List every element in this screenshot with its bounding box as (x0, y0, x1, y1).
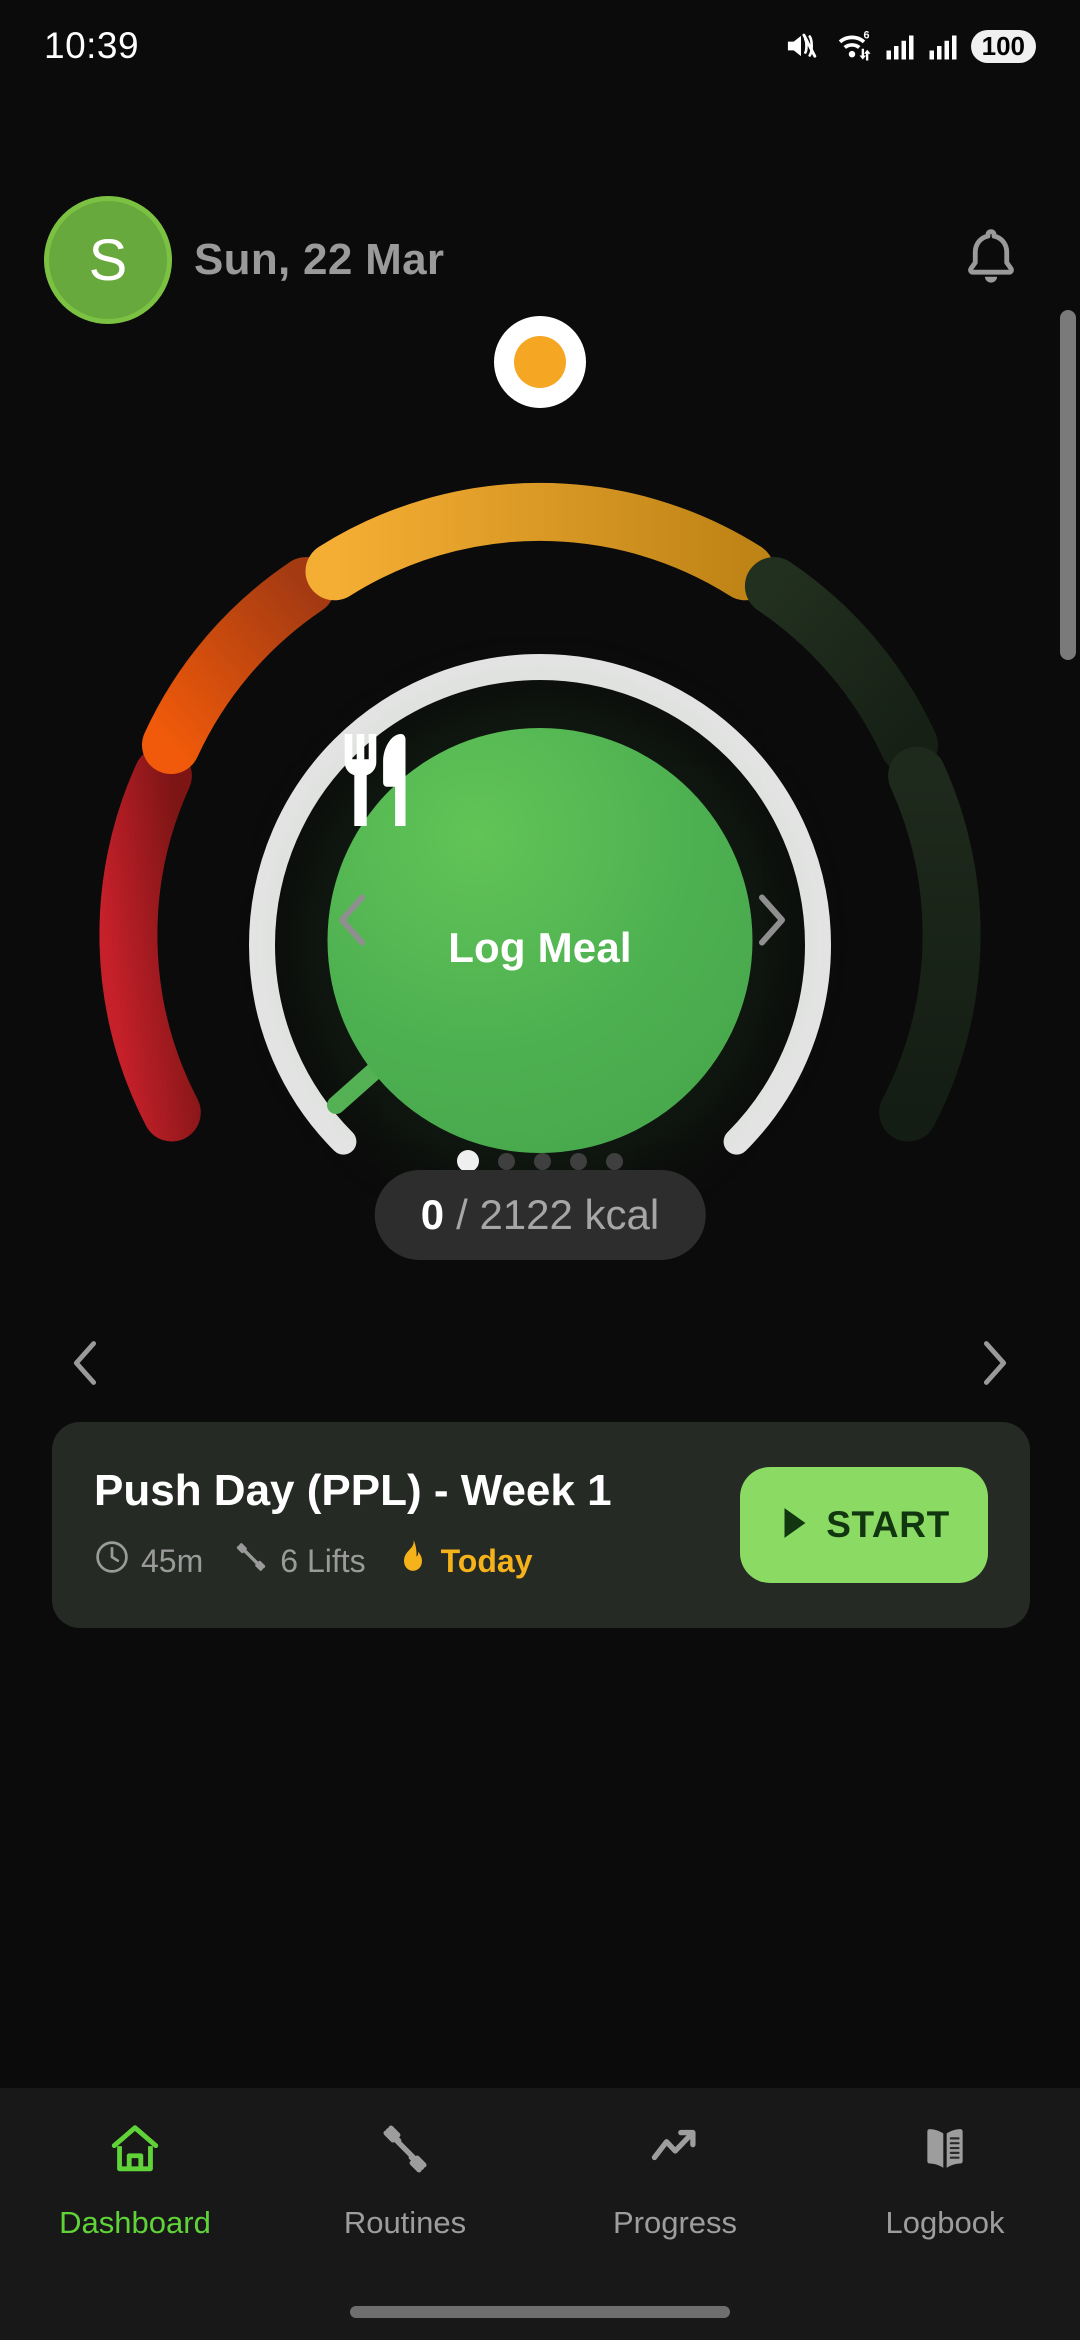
log-meal-button[interactable]: Log Meal (327, 728, 753, 1153)
signal-bars-2-icon (928, 31, 958, 61)
wifi-6-icon: 6 (832, 29, 872, 63)
scrollbar-thumb[interactable] (1060, 310, 1076, 660)
page-dot-1[interactable] (457, 1150, 479, 1172)
routine-lifts-label: 6 Lifts (280, 1542, 366, 1579)
calories-consumed: 0 (420, 1191, 445, 1238)
calorie-summary-pill[interactable]: 0 / 2122 kcal (374, 1170, 706, 1260)
routine-prev-button[interactable] (50, 1330, 120, 1400)
gauge-rings (99, 482, 981, 1155)
routine-schedule: Today (396, 1538, 533, 1584)
trending-up-icon (646, 2120, 704, 2183)
log-meal-label: Log Meal (448, 923, 632, 971)
gauge-page-dots[interactable] (457, 1150, 623, 1172)
chevron-left-icon (67, 1337, 103, 1394)
gauge-marker-dot[interactable] (494, 316, 586, 408)
routine-lifts: 6 Lifts (233, 1539, 366, 1583)
page-dot-3[interactable] (534, 1152, 551, 1170)
mute-icon (783, 30, 819, 62)
home-icon (106, 2120, 164, 2183)
calories-goal: / 2122 kcal (456, 1191, 660, 1238)
gauge-segment-deficit-low (142, 557, 336, 774)
routine-carousel-nav (0, 1330, 1080, 1400)
play-icon (778, 1504, 810, 1547)
page-dot-2[interactable] (498, 1152, 515, 1170)
routine-info: Push Day (PPL) - Week 1 45m (94, 1466, 740, 1584)
battery-icon: 100 (970, 29, 1036, 63)
nav-label-progress: Progress (612, 2205, 738, 2240)
avatar-initial: S (88, 227, 128, 293)
page-title: Sun, 22 Mar (194, 235, 445, 284)
calorie-gauge: Log Meal (40, 316, 1040, 1172)
svg-text:6: 6 (863, 30, 869, 42)
status-bar: 10:39 6 100 (0, 0, 1080, 92)
flame-icon (396, 1538, 430, 1584)
gauge-segment-target (305, 482, 775, 601)
gauge-progress-arc (249, 654, 831, 1155)
routine-duration: 45m (94, 1539, 203, 1583)
routine-meta: 45m 6 Lifts (94, 1538, 740, 1584)
page-scrollbar[interactable] (1060, 310, 1076, 660)
nav-label-routines: Routines (343, 2205, 467, 2240)
nav-item-routines[interactable]: Routines (270, 2120, 540, 2241)
routine-schedule-label: Today (440, 1542, 533, 1579)
nav-item-logbook[interactable]: Logbook (810, 2120, 1080, 2241)
start-workout-button[interactable]: START (740, 1467, 988, 1583)
nav-item-progress[interactable]: Progress (540, 2120, 810, 2241)
chevron-right-icon (977, 1337, 1013, 1394)
avatar[interactable]: S (44, 196, 172, 324)
page-dot-5[interactable] (606, 1152, 623, 1170)
dumbbell-icon (376, 2120, 434, 2183)
clock-icon (94, 1539, 130, 1583)
nav-label-logbook: Logbook (885, 2205, 1005, 2240)
book-icon (916, 2120, 974, 2183)
gesture-bar[interactable] (350, 2306, 730, 2318)
bottom-navigation: Dashboard Routines (0, 2088, 1080, 2340)
status-bar-clock: 10:39 (44, 25, 140, 66)
routine-card[interactable]: Push Day (PPL) - Week 1 45m (52, 1422, 1030, 1628)
routine-next-button[interactable] (960, 1330, 1030, 1400)
status-bar-icons: 6 100 (783, 29, 1036, 63)
start-workout-label: START (826, 1504, 950, 1545)
routine-title: Push Day (PPL) - Week 1 (94, 1466, 612, 1515)
gauge-segment-surplus-low (744, 557, 938, 774)
gauge-segment-surplus-high (879, 746, 981, 1142)
app-header: S Sun, 22 Mar (0, 185, 1080, 335)
signal-bars-1-icon (885, 31, 915, 61)
gauge-segment-deficit-high (99, 746, 201, 1142)
nav-label-dashboard: Dashboard (59, 2205, 211, 2240)
page-dot-4[interactable] (570, 1152, 587, 1170)
nav-item-dashboard[interactable]: Dashboard (0, 2120, 270, 2241)
bell-icon (960, 225, 1022, 296)
dumbbell-icon (233, 1539, 269, 1583)
routine-duration-label: 45m (141, 1542, 204, 1579)
notifications-button[interactable] (946, 215, 1036, 305)
